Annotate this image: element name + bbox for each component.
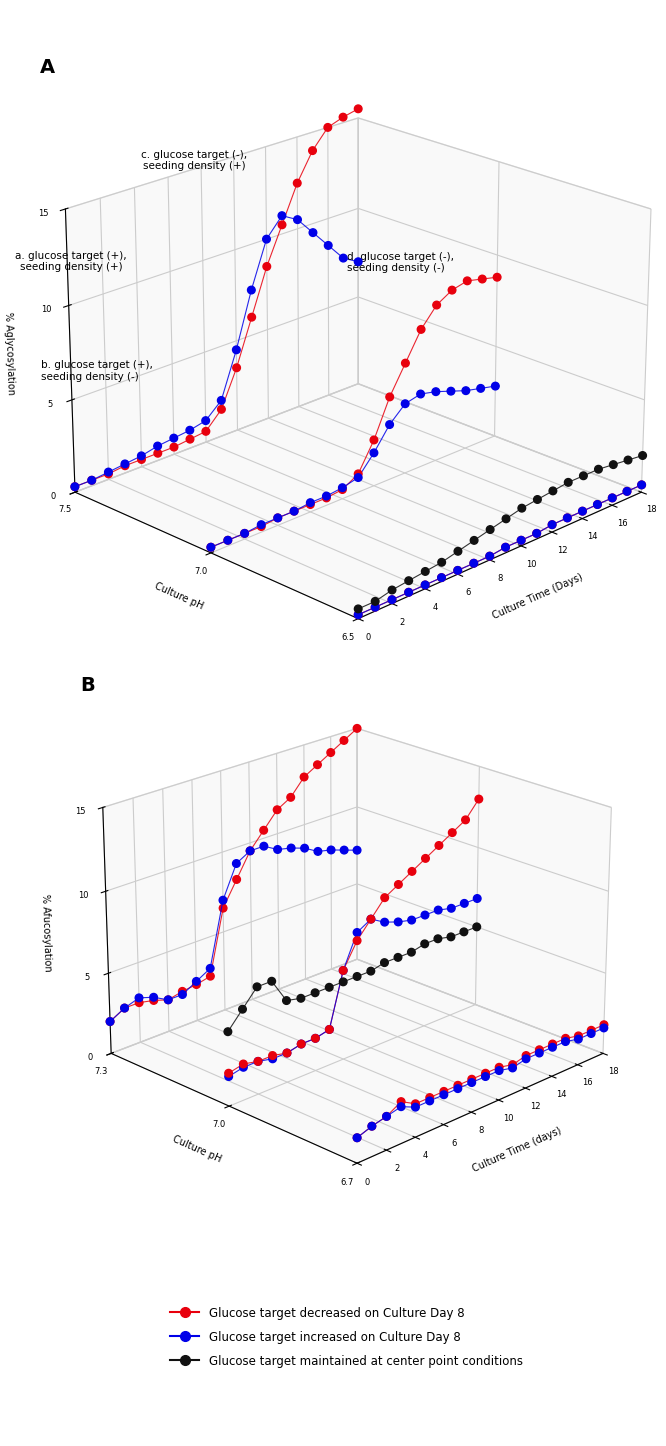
Y-axis label: Culture pH: Culture pH bbox=[171, 1134, 223, 1164]
Legend: Glucose target decreased on Culture Day 8, Glucose target increased on Culture D: Glucose target decreased on Culture Day … bbox=[165, 1303, 527, 1372]
Text: B: B bbox=[81, 677, 95, 696]
X-axis label: Culture Time (Days): Culture Time (Days) bbox=[491, 571, 584, 620]
Y-axis label: Culture pH: Culture pH bbox=[153, 581, 205, 612]
Text: A: A bbox=[40, 58, 55, 77]
X-axis label: Culture Time (days): Culture Time (days) bbox=[471, 1125, 563, 1174]
